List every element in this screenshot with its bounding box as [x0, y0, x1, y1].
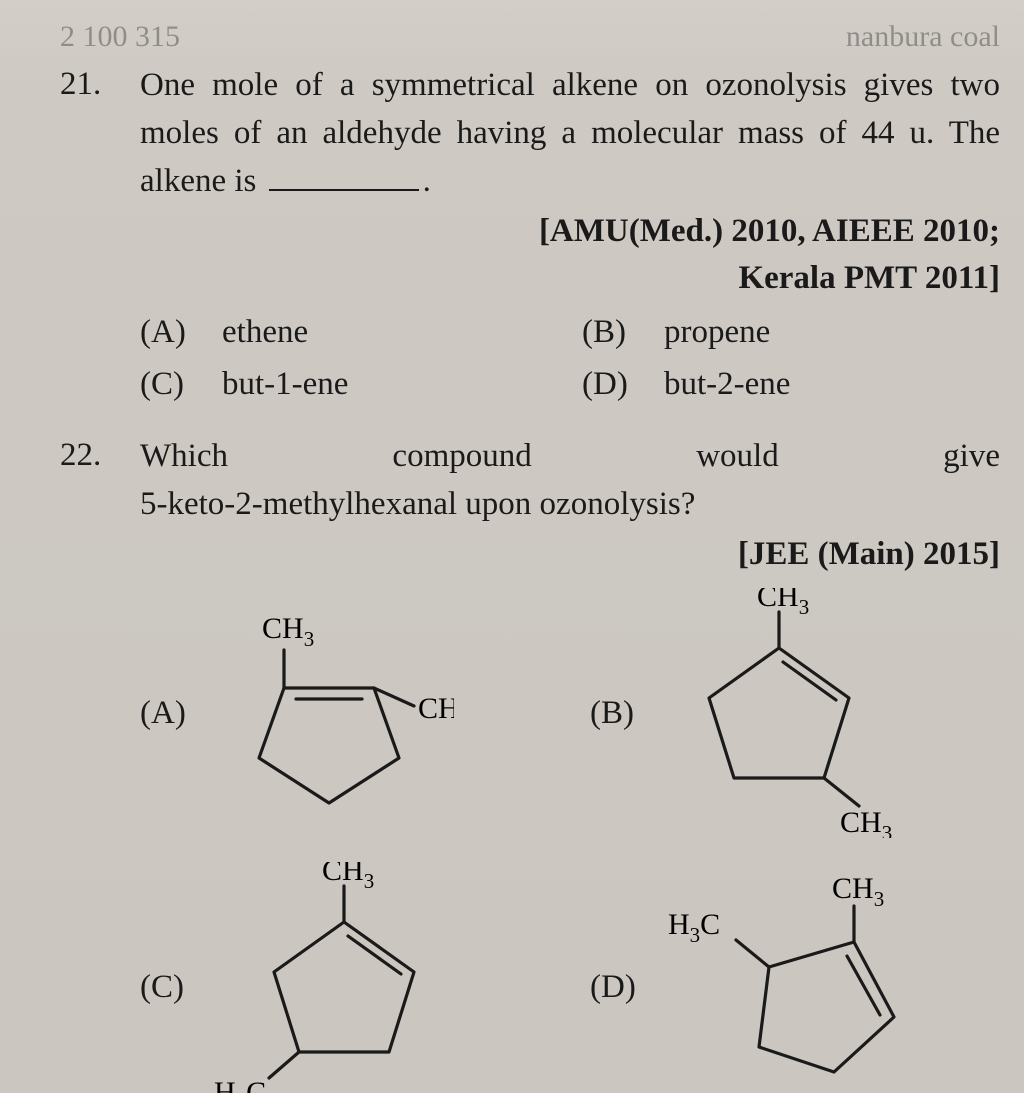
q21-stem: One mole of a symmetrical alkene on ozon…	[140, 62, 1000, 206]
q22-w4: give	[943, 433, 1000, 481]
q22-c-structure: CH3 H3C	[214, 862, 474, 1093]
q22-c-h3c-bottom: H3C	[214, 1076, 266, 1093]
q22-line2: 5-keto-2-methylhexanal upon ozonolysis?	[140, 481, 1000, 529]
q22-option-d: (D) CH3 H3C	[590, 862, 1000, 1093]
q22-number: 22.	[60, 433, 116, 478]
q22-options: (A) CH3 CH3	[140, 588, 1000, 1093]
q21-tag-line1: [AMU(Med.) 2010, AIEEE 2010;	[140, 208, 1000, 256]
q22-c-letter: (C)	[140, 964, 202, 1012]
q22-a-letter: (A)	[140, 690, 202, 738]
q22-a-structure: CH3 CH3	[214, 598, 454, 828]
q21-blank	[269, 159, 419, 191]
top-right-fragment: nanbura coal	[846, 20, 1000, 48]
q22-d-letter: (D)	[590, 964, 652, 1012]
q21-options: (A) ethene (B) propene (C) but-1-ene (D)…	[140, 309, 1000, 409]
q22-b-ch3-top: CH3	[757, 588, 809, 619]
q22-w3: would	[696, 433, 779, 481]
q21-b-letter: (B)	[582, 309, 644, 357]
q21-number: 21.	[60, 62, 116, 107]
q22-option-a: (A) CH3 CH3	[140, 588, 550, 838]
q22-d-h3c: H3C	[668, 908, 720, 947]
q21-tag-line2: Kerala PMT 2011]	[140, 255, 1000, 303]
q22-a-ch3-right: CH3	[418, 692, 454, 731]
q21-d-label: but-2-ene	[664, 361, 790, 409]
q22-body: Which compound would give 5-keto-2-methy…	[140, 433, 1000, 1093]
q22-w2: compound	[392, 433, 531, 481]
q22-b-ch3-bottom: CH3	[840, 806, 892, 838]
top-left-fragment: 2 100 315	[60, 20, 180, 48]
q21-period: .	[423, 163, 431, 199]
q21-option-d: (D) but-2-ene	[582, 361, 1000, 409]
q21-b-label: propene	[664, 309, 770, 357]
q22-tag: [JEE (Main) 2015]	[140, 531, 1000, 579]
page: 2 100 315 nanbura coal 21. One mole of a…	[0, 0, 1024, 1093]
q22-line1: Which compound would give	[140, 433, 1000, 481]
q22-w1: Which	[140, 433, 228, 481]
q22-b-structure: CH3 CH3	[664, 588, 904, 838]
q21-c-label: but-1-ene	[222, 361, 348, 409]
q21-option-a: (A) ethene	[140, 309, 558, 357]
question-21: 21. One mole of a symmetrical alkene on …	[60, 62, 1000, 409]
q21-option-b: (B) propene	[582, 309, 1000, 357]
q22-option-b: (B) CH3 CH3	[590, 588, 1000, 838]
top-bleed-row: 2 100 315 nanbura coal	[60, 20, 1000, 48]
q22-option-c: (C) CH3 H3C	[140, 862, 550, 1093]
q21-option-c: (C) but-1-ene	[140, 361, 558, 409]
q22-c-ch3-top: CH3	[322, 862, 374, 893]
q22-a-ch3-top: CH3	[262, 612, 314, 651]
q22-d-structure: CH3 H3C	[664, 872, 944, 1093]
q21-d-letter: (D)	[582, 361, 644, 409]
q21-a-letter: (A)	[140, 309, 202, 357]
q21-c-letter: (C)	[140, 361, 202, 409]
q21-body: One mole of a symmetrical alkene on ozon…	[140, 62, 1000, 409]
q21-a-label: ethene	[222, 309, 308, 357]
q22-d-ch3: CH3	[832, 872, 884, 911]
question-22: 22. Which compound would give 5-keto-2-m…	[60, 433, 1000, 1093]
q22-b-letter: (B)	[590, 690, 652, 738]
